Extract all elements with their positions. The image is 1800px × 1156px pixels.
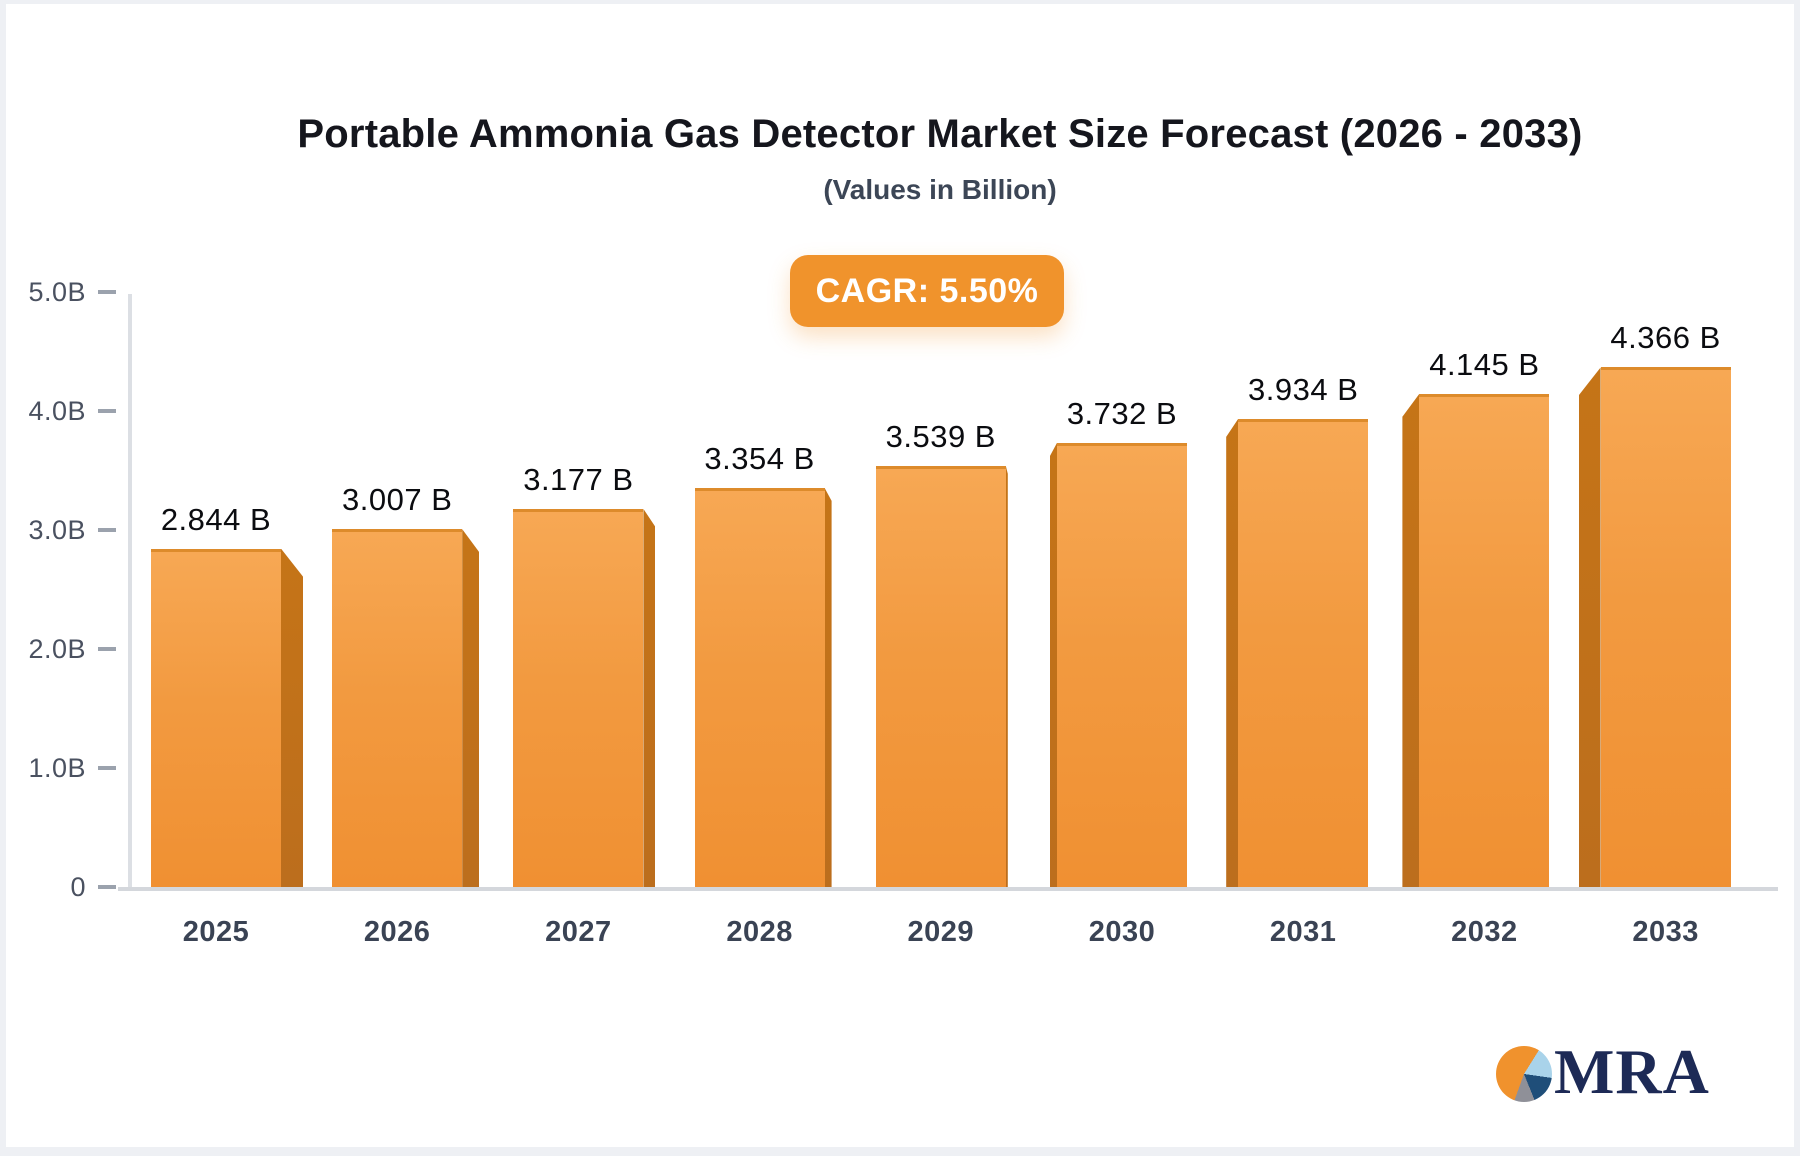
pie-chart-logo-icon — [1496, 1046, 1552, 1102]
bar-value-label: 3.934 B — [1248, 371, 1359, 407]
bar-2030 — [1057, 442, 1187, 887]
x-axis-label: 2032 — [1451, 916, 1518, 948]
cagr-badge: CAGR: 5.50% — [790, 255, 1064, 327]
bar-value-label: 3.177 B — [523, 461, 634, 497]
bar-value-label: 4.366 B — [1610, 320, 1721, 356]
x-axis-label: 2027 — [545, 916, 612, 948]
x-axis-label: 2028 — [726, 916, 793, 948]
bar-2025 — [151, 548, 281, 887]
y-axis-label: 3.0B — [28, 515, 86, 545]
bar-side-2033 — [1578, 367, 1601, 887]
x-axis-label: 2025 — [182, 916, 250, 948]
bar-2032 — [1419, 393, 1550, 887]
y-axis-tick — [98, 528, 116, 532]
chart-card: Portable Ammonia Gas Detector Market Siz… — [6, 4, 1794, 1147]
logo-text: MRA — [1554, 1036, 1710, 1107]
bar-2031 — [1238, 418, 1369, 887]
bar-side-2026 — [462, 529, 480, 887]
brand-logo: MRA — [1496, 1040, 1710, 1104]
x-axis-label: 2026 — [363, 916, 431, 948]
bar-side-2025 — [281, 548, 303, 887]
bar-2027 — [513, 508, 644, 887]
y-axis-label: 0 — [70, 872, 86, 902]
bar-side-2032 — [1402, 393, 1420, 887]
bar-value-label: 3.354 B — [704, 440, 815, 476]
bar-value-label: 2.844 B — [160, 501, 272, 537]
x-axis-label: 2031 — [1269, 916, 1337, 948]
x-axis-line — [118, 887, 1778, 891]
bar-value-label: 4.145 B — [1429, 346, 1540, 382]
bar-2028 — [694, 487, 825, 887]
bar-value-label: 3.007 B — [342, 482, 453, 518]
page-title: Portable Ammonia Gas Detector Market Siz… — [297, 112, 1583, 156]
bar-side-2027 — [643, 508, 656, 887]
bar-side-2029 — [1005, 465, 1008, 887]
y-axis-tick — [98, 885, 116, 889]
y-axis-label: 1.0B — [28, 753, 86, 783]
bar-value-label: 3.539 B — [885, 418, 996, 454]
bar-side-2030 — [1050, 442, 1057, 887]
bar-side-2031 — [1226, 418, 1239, 887]
bar-2033 — [1600, 367, 1731, 887]
y-axis-label: 5.0B — [28, 277, 86, 307]
x-axis-label: 2030 — [1088, 916, 1156, 948]
x-axis-label: 2033 — [1632, 916, 1699, 948]
y-axis-tick — [98, 409, 116, 413]
bar-2029 — [875, 465, 1006, 887]
bar-value-label: 3.732 B — [1066, 395, 1178, 431]
page-subtitle: (Values in Billion) — [823, 174, 1057, 205]
y-axis-tick — [98, 290, 116, 294]
bar-side-2028 — [824, 487, 832, 887]
y-axis-tick — [98, 766, 116, 770]
y-axis-label: 2.0B — [28, 634, 86, 664]
y-axis-label: 4.0B — [28, 396, 86, 426]
y-axis-tick — [98, 647, 116, 651]
cagr-badge-label: CAGR: 5.50% — [815, 271, 1039, 310]
bar-2026 — [332, 529, 463, 887]
x-axis-label: 2029 — [907, 916, 975, 948]
y-axis-line — [128, 294, 132, 887]
